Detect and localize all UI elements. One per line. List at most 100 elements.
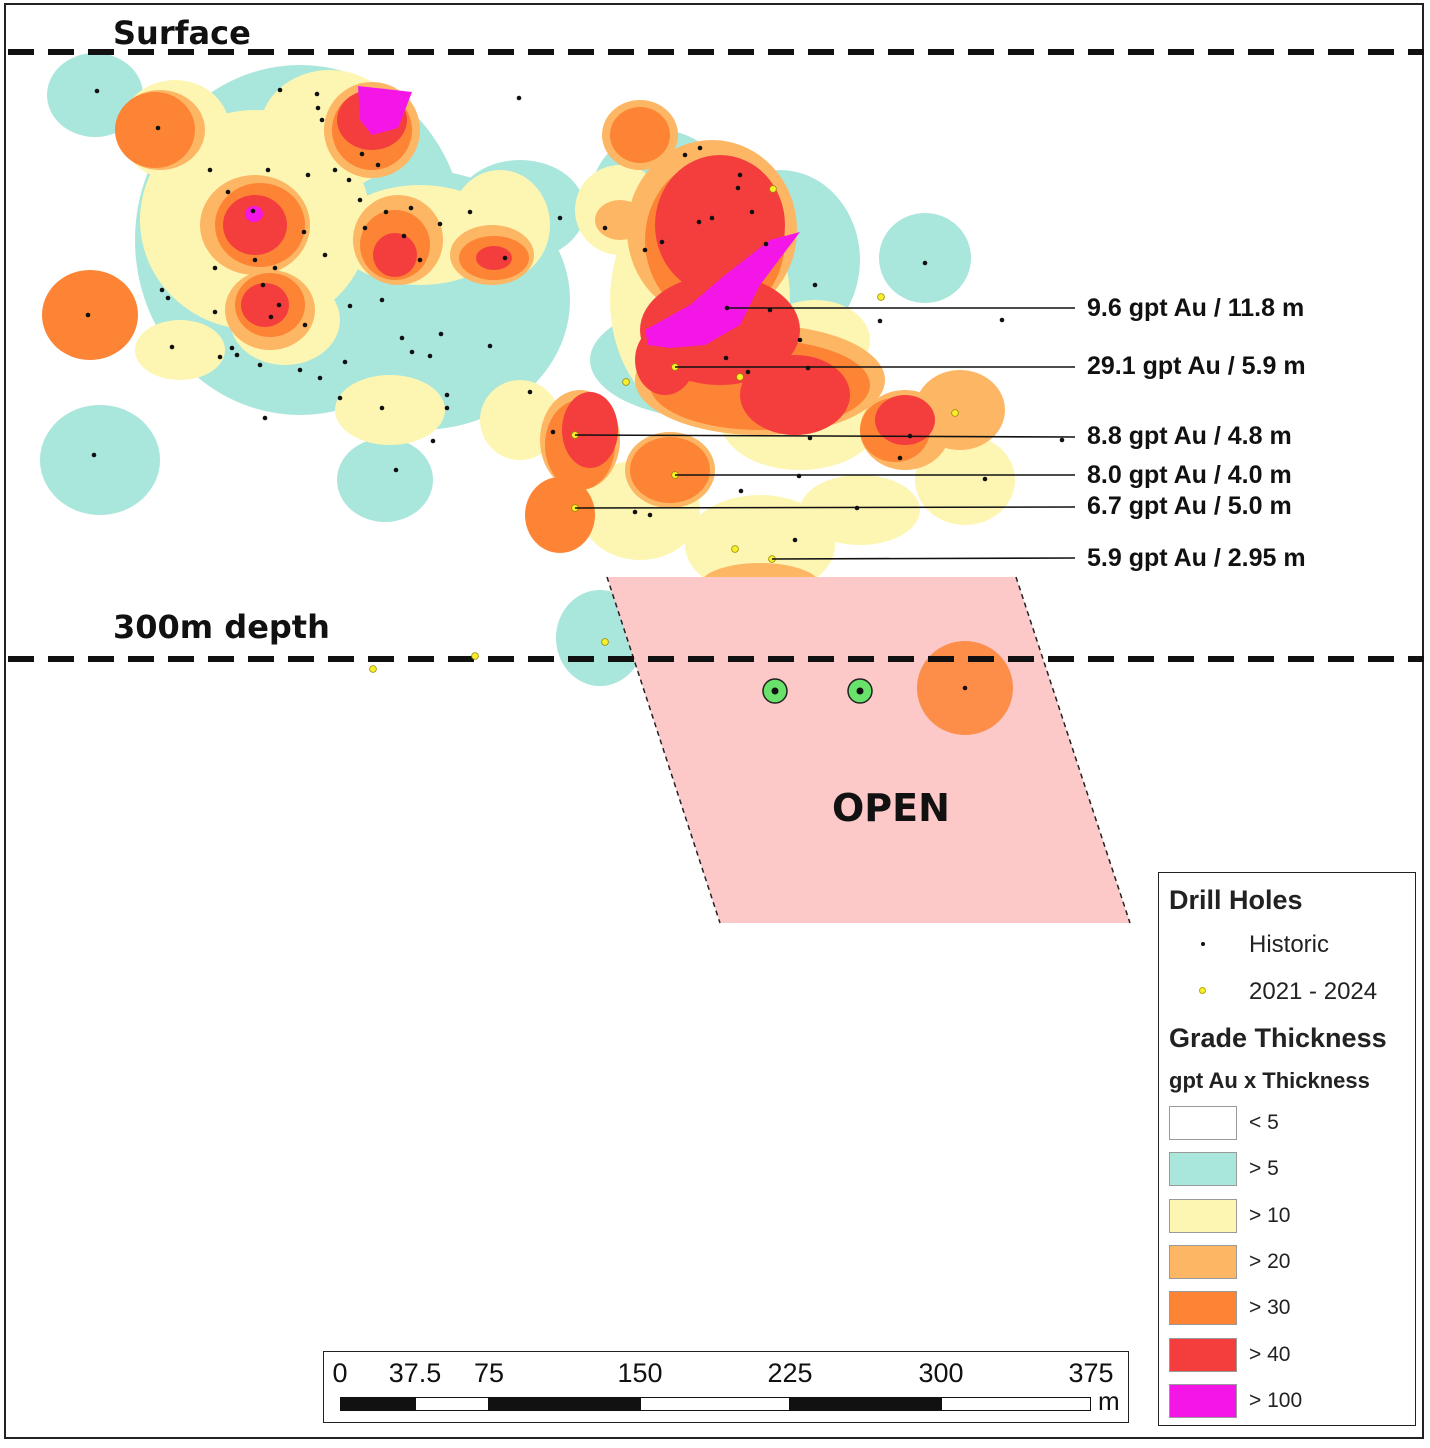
historic-hole: [207, 167, 213, 173]
historic-hole: [169, 344, 175, 350]
recent-hole-symbol: [1199, 987, 1206, 994]
recent-hole: [622, 378, 630, 386]
recent-hole: [471, 652, 479, 660]
historic-hole: [417, 257, 423, 263]
historic-hole: [379, 297, 385, 303]
historic-hole: [250, 208, 256, 214]
historic-hole: [265, 167, 271, 173]
historic-hole: [659, 239, 665, 245]
historic-hole: [444, 405, 450, 411]
leader-5: [574, 506, 1076, 509]
historic-hole: [94, 88, 100, 94]
historic-hole: [212, 309, 218, 315]
historic-hole: [262, 415, 268, 421]
legend-class-label: > 40: [1249, 1342, 1291, 1366]
scale-tick-label: 75: [473, 1358, 505, 1388]
historic-hole: [393, 467, 399, 473]
historic-hole: [516, 95, 522, 101]
historic-hole: [225, 189, 231, 195]
open-target-zone: [607, 577, 1130, 923]
historic-hole: [347, 303, 353, 309]
leader-3: [574, 434, 1076, 438]
historic-hole: [763, 241, 769, 247]
recent-hole: [601, 638, 609, 646]
historic-hole: [812, 282, 818, 288]
historic-hole: [297, 367, 303, 373]
historic-hole: [999, 317, 1005, 323]
historic-hole: [409, 349, 415, 355]
historic-hole: [260, 282, 266, 288]
historic-hole: [217, 354, 223, 360]
historic-hole: [557, 215, 563, 221]
historic-hole: [342, 359, 348, 365]
scale-tick-label: 0: [332, 1358, 348, 1388]
historic-hole: [276, 302, 282, 308]
historic-hole: [723, 355, 729, 361]
recent-hole: [369, 665, 377, 673]
legend: Drill Holes Historic 2021 - 2024 Grade T…: [1158, 872, 1416, 1426]
scale-segment: [941, 1397, 1091, 1411]
historic-hole: [749, 209, 755, 215]
scale-segment: [489, 1397, 640, 1411]
historic-hole: [155, 125, 161, 131]
callout-5: 6.7 gpt Au / 5.0 m: [1087, 492, 1292, 520]
target-markers: [762, 678, 873, 704]
scale-unit: m: [1098, 1386, 1120, 1416]
legend-historic-label: Historic: [1249, 931, 1330, 958]
historic-hole: [735, 185, 741, 191]
callout-3: 8.8 gpt Au / 4.8 m: [1087, 422, 1292, 450]
historic-hole: [602, 225, 608, 231]
historic-hole: [792, 537, 798, 543]
historic-hole: [165, 295, 171, 301]
historic-hole: [322, 252, 328, 258]
historic-hole: [738, 488, 744, 494]
historic-hole: [332, 167, 338, 173]
historic-hole: [647, 512, 653, 518]
legend-class-label: > 100: [1249, 1388, 1303, 1412]
historic-hole: [807, 435, 813, 441]
historic-hole: [305, 172, 311, 178]
callout-leaders: [574, 307, 1076, 560]
legend-swatch: [1169, 1337, 1237, 1372]
scale-tick-label: 300: [918, 1358, 964, 1388]
open-zone-left-edge: [606, 576, 721, 924]
historic-hole: [737, 172, 743, 178]
historic-hole: [982, 476, 988, 482]
historic-hole-symbol: [1201, 942, 1205, 946]
historic-hole: [408, 205, 414, 211]
historic-hole: [272, 265, 278, 271]
recent-hole: [736, 373, 744, 381]
historic-hole: [268, 314, 274, 320]
scale-bar: 0 37.5 75 150 225 300 375 m: [323, 1351, 1129, 1423]
legend-grade-subtitle: gpt Au x Thickness: [1169, 1068, 1370, 1093]
historic-hole: [709, 215, 715, 221]
historic-hole: [346, 177, 352, 183]
historic-hole: [362, 225, 368, 231]
historic-hole: [745, 369, 751, 375]
historic-hole: [632, 509, 638, 515]
callout-2: 29.1 gpt Au / 5.9 m: [1087, 352, 1306, 380]
recent-hole: [877, 293, 885, 301]
legend-class-label: > 5: [1249, 1157, 1279, 1181]
historic-hole: [502, 255, 508, 261]
scale-segment: [340, 1397, 415, 1411]
historic-hole: [212, 265, 218, 271]
legend-swatch: [1169, 1383, 1237, 1418]
historic-hole: [401, 233, 407, 239]
legend-class-label: > 30: [1249, 1296, 1291, 1320]
legend-grade-title: Grade Thickness: [1169, 1023, 1387, 1053]
open-label: OPEN: [832, 786, 950, 830]
historic-hole: [897, 455, 903, 461]
legend-swatch: [1169, 1106, 1237, 1140]
recent-hole: [731, 545, 739, 553]
historic-hole: [877, 318, 883, 324]
historic-hole: [302, 322, 308, 328]
scale-segment: [640, 1397, 790, 1411]
historic-hole: [767, 307, 773, 313]
historic-hole: [430, 438, 436, 444]
legend-swatch: [1169, 1152, 1237, 1187]
historic-hole: [797, 337, 803, 343]
callout-1: 9.6 gpt Au / 11.8 m: [1087, 294, 1305, 322]
historic-hole: [696, 219, 702, 225]
